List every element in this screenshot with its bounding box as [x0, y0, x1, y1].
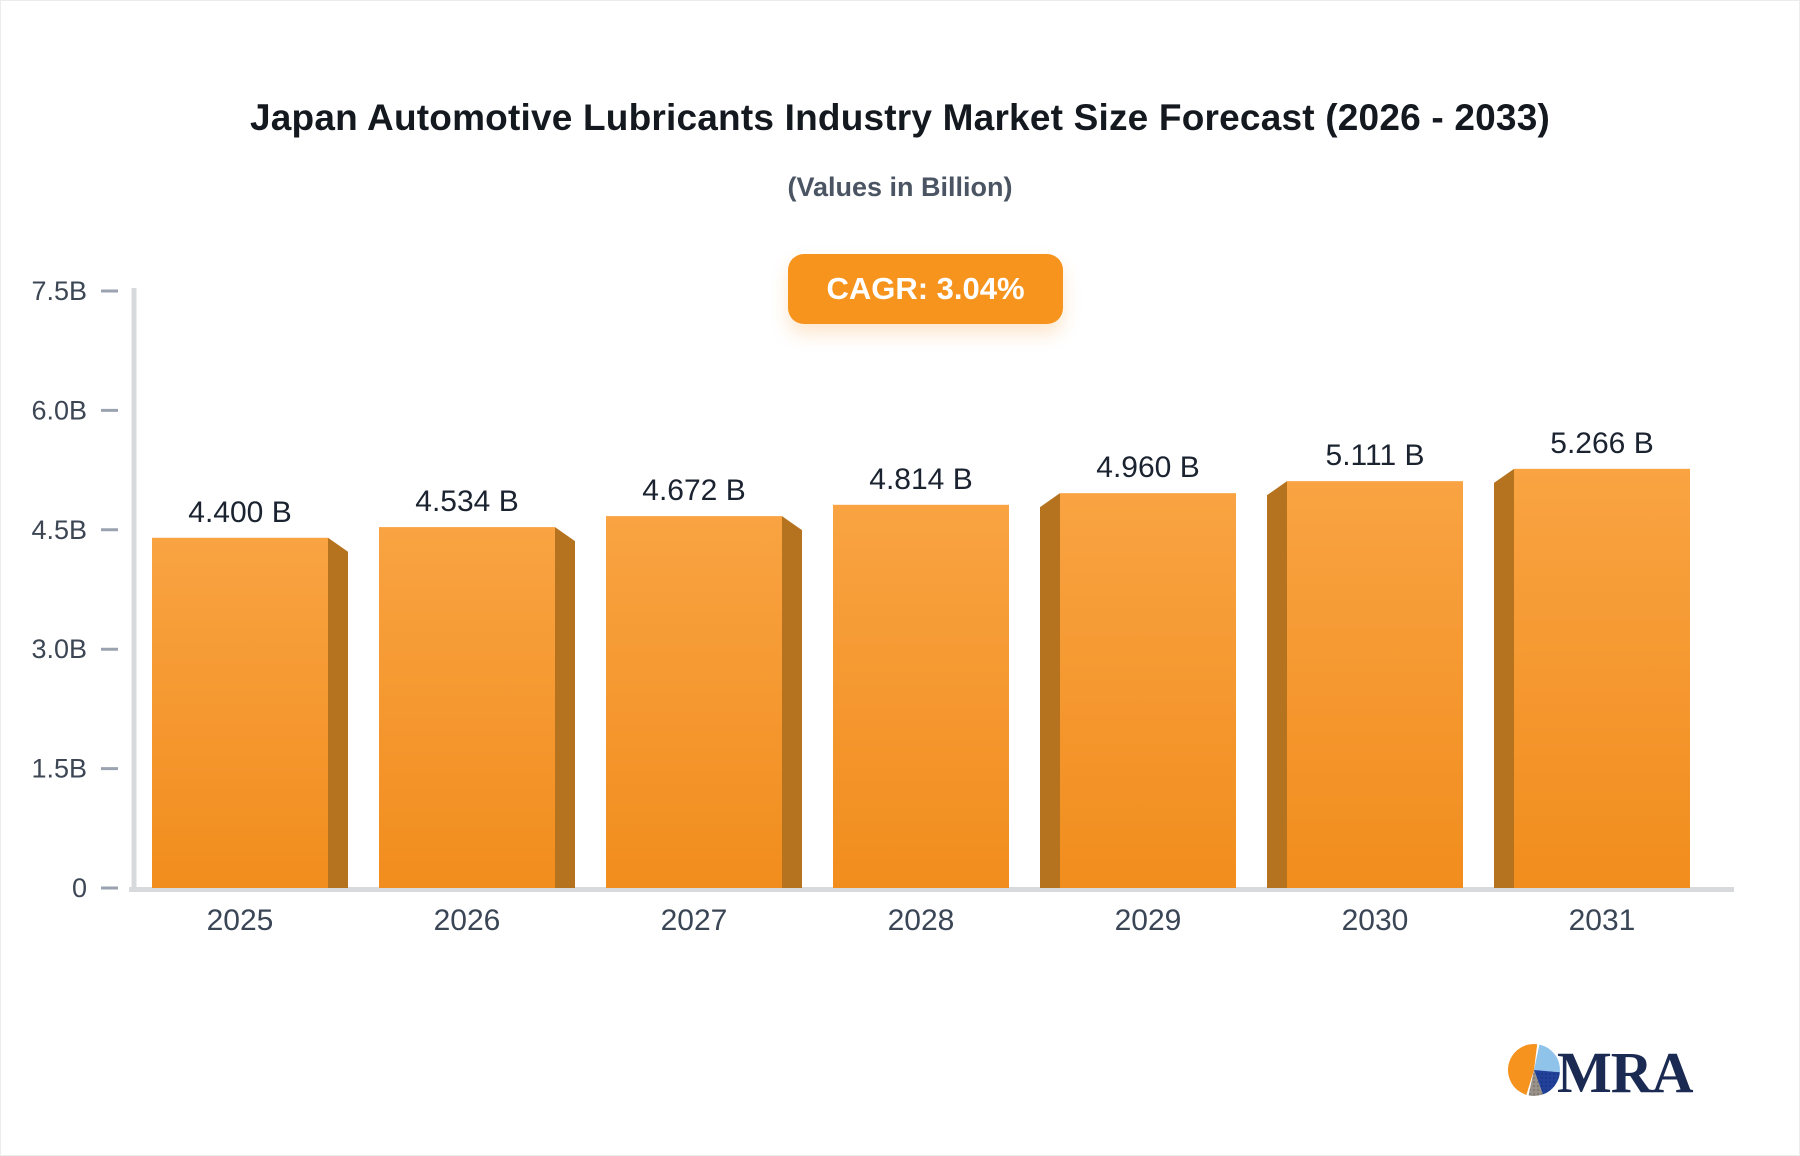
bar-value-label: 4.534 B: [415, 485, 518, 518]
y-tick-label: 0: [72, 873, 87, 903]
logo-pie-slice-lightblue: [1534, 1044, 1561, 1073]
x-tick-label: 2031: [1569, 904, 1636, 937]
x-tick-label: 2030: [1342, 904, 1409, 937]
y-tick-label: 7.5B: [31, 276, 87, 306]
x-tick-label: 2025: [207, 904, 274, 937]
bar-side-2029: [1040, 493, 1060, 888]
y-tick-label: 1.5B: [31, 754, 87, 784]
logo-text: MRA: [1557, 1040, 1694, 1105]
logo-pie-slice-gray-texture: [1528, 1070, 1543, 1097]
y-tick-label: 3.0B: [31, 634, 87, 664]
mra-logo: MRA: [1508, 1040, 1695, 1105]
cagr-badge: CAGR: 3.04%: [788, 254, 1063, 324]
bar-2028: [833, 504, 1009, 888]
bar-side-2026: [555, 527, 575, 888]
cagr-badge-label: CAGR: 3.04%: [826, 271, 1025, 306]
bar-value-label: 4.814 B: [869, 463, 972, 496]
bar-value-label: 4.960 B: [1096, 451, 1199, 484]
bar-2030: [1287, 481, 1463, 888]
bar-side-2027: [782, 516, 802, 888]
bar-2027: [606, 516, 782, 888]
x-tick-label: 2027: [661, 904, 728, 937]
bar-2029: [1060, 493, 1236, 888]
x-tick-label: 2028: [888, 904, 955, 937]
y-tick-label: 4.5B: [31, 515, 87, 545]
y-axis-line: [131, 288, 137, 892]
bar-side-2030: [1267, 481, 1287, 888]
bar-value-label: 4.672 B: [642, 474, 745, 507]
bar-value-label: 5.266 B: [1550, 427, 1653, 460]
bar-2026: [379, 527, 555, 888]
chart-subtitle: (Values in Billion): [787, 172, 1013, 202]
bar-value-label: 4.400 B: [188, 496, 291, 529]
bar-side-2025: [328, 537, 348, 888]
chart-title: Japan Automotive Lubricants Industry Mar…: [249, 97, 1550, 138]
bar-side-2031: [1494, 468, 1514, 888]
bar-value-label: 5.111 B: [1326, 439, 1425, 472]
bar-2031: [1514, 468, 1690, 888]
x-tick-label: 2029: [1115, 904, 1182, 937]
x-tick-label: 2026: [434, 904, 501, 937]
logo-pie-slice-orange: [1508, 1044, 1538, 1095]
bar-2025: [152, 537, 328, 888]
x-axis-line: [129, 887, 1734, 892]
y-tick-label: 6.0B: [31, 395, 87, 425]
logo-pie-slice-darkblue-texture: [1534, 1070, 1560, 1095]
